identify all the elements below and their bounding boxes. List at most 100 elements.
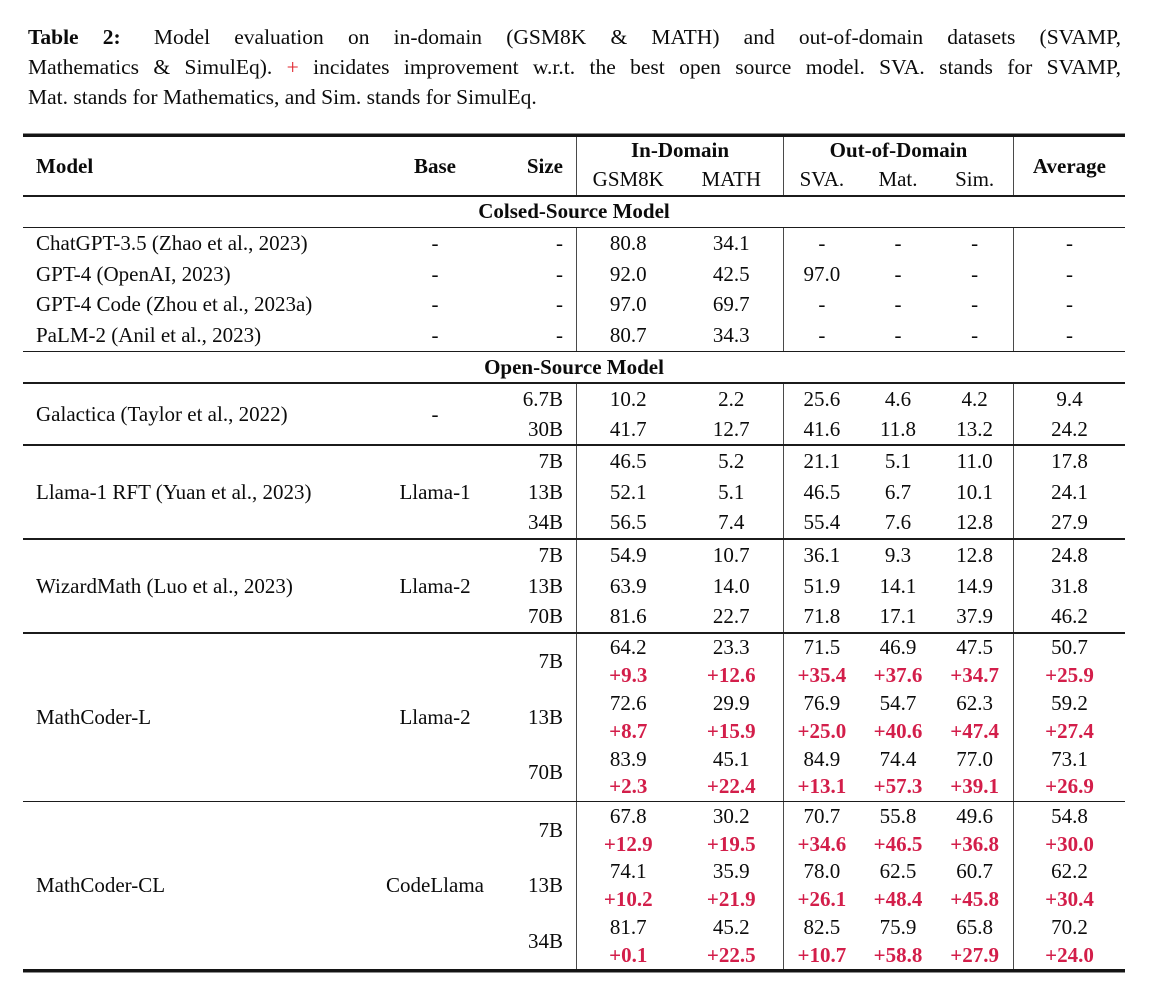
cell-average: 46.2 (1012, 601, 1125, 633)
table-group: WizardMath (Luo et al., 2023) Llama-2 7B 54… (23, 539, 1125, 633)
cell-sva: 71.8 (783, 601, 860, 633)
header-out-domain: Out-of-Domain (783, 137, 1013, 164)
cell-sim: 12.8 (956, 510, 993, 535)
cell-sim: 37.9 (956, 604, 993, 629)
cell-average: 70.2 (1012, 913, 1125, 942)
cell-sva: 76.9 (783, 689, 860, 718)
cell-sim: 49.6 (956, 803, 993, 828)
cell-math: 7.4 (718, 510, 745, 535)
cell-base: - (431, 231, 439, 256)
delta-mat: +46.5 (873, 831, 923, 856)
cell-sva: - (783, 320, 860, 351)
cell-size: 7B (538, 448, 563, 473)
cell-sva: 55.4 (783, 507, 860, 539)
delta-average: +27.4 (1012, 717, 1125, 746)
cell-sva: 41.6 (783, 414, 860, 445)
cell-mat: 54.7 (879, 690, 917, 715)
cell-average: 27.9 (1012, 507, 1125, 539)
cell-math: 5.1 (718, 479, 745, 504)
cell-average: 50.7 (1012, 633, 1125, 662)
delta-mat: +58.8 (873, 942, 923, 967)
cell-math: 14.0 (712, 573, 750, 598)
header-model: Model (36, 153, 94, 178)
cell-average: - (1012, 228, 1125, 259)
cell-model: PaLM-2 (Anil et al., 2023) (36, 322, 262, 347)
rule-section (23, 226, 1125, 229)
cell-average: 54.8 (1012, 802, 1125, 831)
cell-gsm8k: 81.6 (576, 601, 680, 633)
cell-gsm8k: 56.5 (576, 507, 680, 539)
header-size: Size (526, 153, 563, 178)
cell-mat: 5.1 (884, 448, 912, 473)
cell-mat: 11.8 (879, 416, 916, 441)
cell-base: - (431, 292, 439, 317)
cell-size: 13B (527, 573, 563, 598)
cell-math: 34.3 (712, 322, 750, 347)
cell-average: 62.2 (1012, 858, 1125, 886)
cell-sim: - (971, 322, 979, 347)
cell-base: CodeLlama (386, 873, 484, 898)
cell-average: - (1012, 320, 1125, 351)
cell-model: ChatGPT-3.5 (Zhao et al., 2023) (36, 231, 308, 256)
rule-section (23, 538, 1125, 540)
cell-model: Galactica (Taylor et al., 2022) (36, 401, 288, 426)
cell-size: 7B (538, 817, 563, 842)
cell-sva: 51.9 (783, 570, 860, 602)
caption-label: Table 2: (28, 25, 121, 49)
rule-top (23, 133, 1125, 137)
cell-sva: 36.1 (783, 539, 860, 571)
delta-sim: +39.1 (950, 774, 999, 799)
table-row: ChatGPT-3.5 (Zhao et al., 2023) - -80.8 34.… (23, 228, 1125, 259)
rule-section (23, 350, 1125, 353)
header-base: Base (414, 153, 456, 178)
cell-mat: 9.3 (884, 542, 912, 567)
table-group: Llama-1 RFT (Yuan et al., 2023) Llama-1 7B… (23, 445, 1125, 539)
cell-size: - (556, 322, 563, 347)
cell-sim: 12.8 (956, 542, 993, 567)
table-body: Colsed-Source Model ChatGPT-3.5 (Zhao et … (23, 197, 1125, 970)
delta-mat: +40.6 (873, 718, 923, 743)
caption-line-3: Mat. stands for Mathematics, and Sim. st… (28, 82, 1121, 112)
delta-math: +22.4 (706, 774, 756, 799)
cell-math: 45.1 (712, 746, 750, 771)
cell-sva: 25.6 (783, 384, 860, 415)
cell-sim: - (971, 292, 979, 317)
caption-text-2a: Mathematics & SimulEq). (28, 55, 287, 79)
table-group: MathCoder-L Llama-2 7B 64.2 23.3 71.5 46.9 47.5… (23, 633, 1125, 801)
delta-gsm8k: +0.1 (576, 941, 680, 970)
cell-size: 30B (527, 416, 563, 441)
cell-sva: 70.7 (783, 802, 860, 831)
rule-bottom (23, 969, 1125, 974)
cell-size: 13B (527, 704, 563, 729)
cell-gsm8k: 64.2 (576, 633, 680, 662)
caption-text-1: Model evaluation on in-domain (GSM8K & M… (153, 25, 1122, 49)
caption-line-1: Table 2: Model evaluation on in-domain (… (28, 22, 1121, 52)
cell-math: 35.9 (712, 859, 750, 884)
caption-text-2b: incidates improvement w.r.t. the best op… (298, 55, 1121, 79)
cell-gsm8k: 81.7 (576, 913, 680, 942)
cell-size: 34B (527, 928, 563, 953)
delta-math: +22.5 (706, 942, 756, 967)
cell-average: 59.2 (1012, 689, 1125, 718)
cell-average: - (1012, 289, 1125, 321)
header-mat: Mat. (878, 167, 918, 191)
delta-mat: +48.4 (873, 887, 923, 912)
cell-math: 45.2 (712, 915, 750, 940)
cell-math: 29.9 (712, 690, 750, 715)
cell-sva: 82.5 (783, 913, 860, 942)
cell-sim: 47.5 (956, 635, 993, 660)
cell-mat: - (894, 322, 902, 347)
cell-model: GPT-4 (OpenAI, 2023) (36, 261, 231, 286)
rule-below-header (23, 195, 1125, 197)
cell-sva: 71.5 (783, 633, 860, 662)
cell-size: 34B (527, 510, 563, 535)
header-sim: Sim. (955, 167, 995, 191)
cell-model: MathCoder-L (36, 704, 152, 729)
cell-size: - (556, 261, 563, 286)
cell-gsm8k: 67.8 (576, 802, 680, 831)
rule-section (23, 800, 1125, 803)
delta-math: +21.9 (706, 887, 756, 912)
cell-average: 31.8 (1012, 570, 1125, 602)
cell-sim: 10.1 (956, 479, 993, 504)
delta-average: +30.4 (1012, 885, 1125, 914)
